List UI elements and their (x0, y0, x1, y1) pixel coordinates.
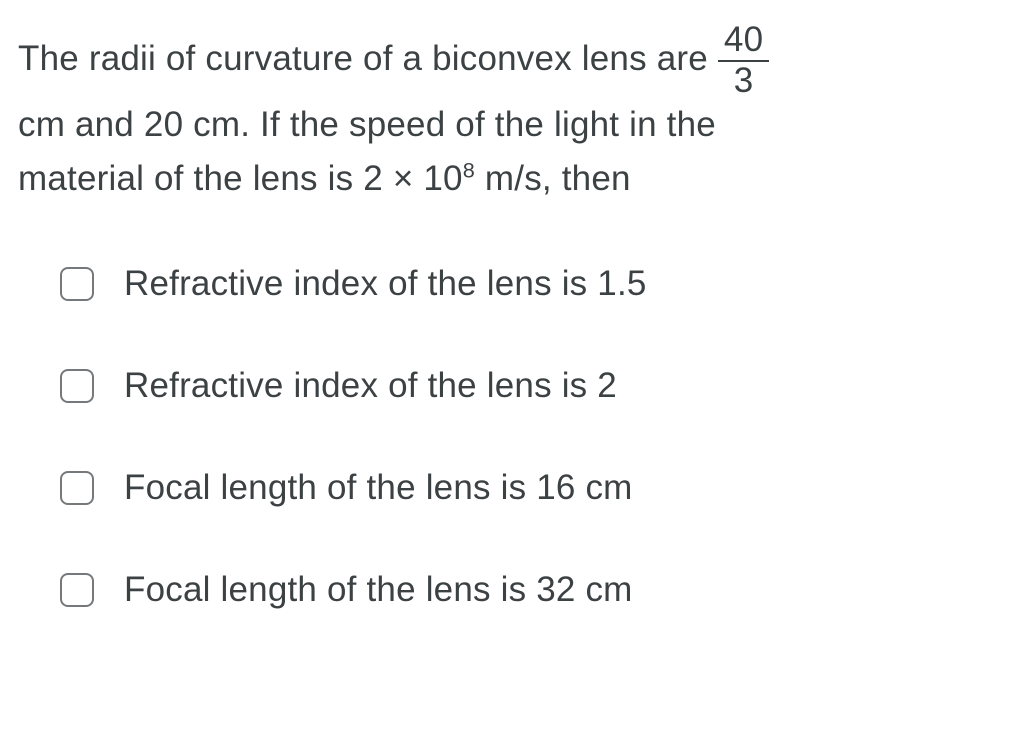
checkbox-icon[interactable] (60, 369, 94, 403)
checkbox-icon[interactable] (60, 267, 94, 301)
options-list: Refractive index of the lens is 1.5 Refr… (18, 264, 1006, 610)
option-2[interactable]: Refractive index of the lens is 2 (60, 366, 1006, 406)
fraction-numerator: 40 (718, 22, 769, 60)
question-stem: The radii of curvature of a biconvex len… (18, 20, 1006, 206)
option-3[interactable]: Focal length of the lens is 16 cm (60, 468, 1006, 508)
question-line-1: The radii of curvature of a biconvex len… (18, 20, 1006, 98)
option-label: Refractive index of the lens is 2 (124, 366, 617, 406)
checkbox-icon[interactable] (60, 471, 94, 505)
question-line-2: cm and 20 cm. If the speed of the light … (18, 98, 1006, 152)
option-label: Refractive index of the lens is 1.5 (124, 264, 647, 304)
exponent: 8 (463, 157, 475, 182)
fraction-denominator: 3 (728, 62, 760, 100)
question-text-seg1: The radii of curvature of a biconvex len… (18, 32, 708, 86)
question-line-3: material of the lens is 2 × 108 m/s, the… (18, 152, 1006, 206)
page: The radii of curvature of a biconvex len… (0, 0, 1024, 610)
option-label: Focal length of the lens is 16 cm (124, 468, 633, 508)
question-text-seg3: m/s, then (475, 159, 631, 198)
checkbox-icon[interactable] (60, 573, 94, 607)
option-label: Focal length of the lens is 32 cm (124, 570, 633, 610)
option-4[interactable]: Focal length of the lens is 32 cm (60, 570, 1006, 610)
fraction: 40 3 (718, 22, 769, 100)
option-1[interactable]: Refractive index of the lens is 1.5 (60, 264, 1006, 304)
question-text-seg2: material of the lens is 2 × 10 (18, 159, 463, 198)
